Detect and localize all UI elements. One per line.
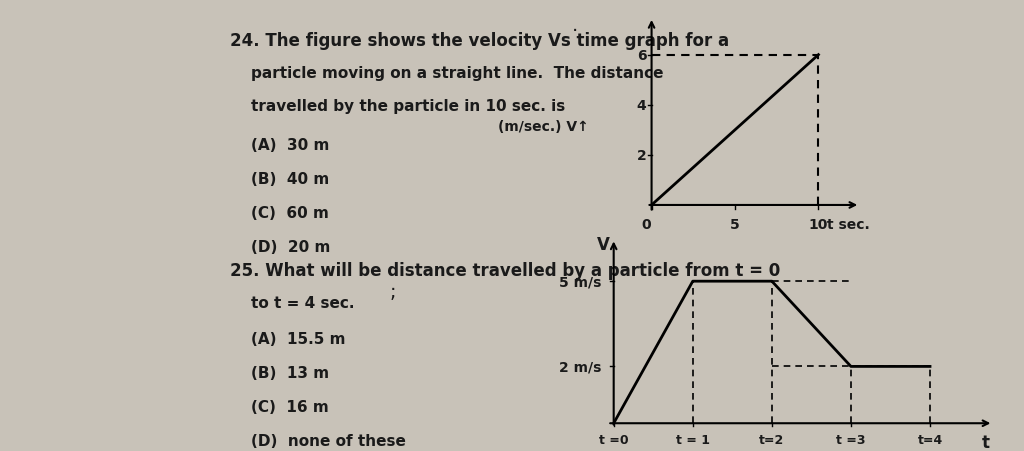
Text: 5: 5 <box>730 218 740 232</box>
Text: t =0: t =0 <box>599 433 629 446</box>
Text: (m/sec.) V↑: (m/sec.) V↑ <box>498 120 589 133</box>
Text: 6: 6 <box>637 49 646 63</box>
Text: 10: 10 <box>809 218 828 232</box>
Text: t sec.: t sec. <box>827 218 869 232</box>
Text: (B)  13 m: (B) 13 m <box>251 365 329 380</box>
Text: (C)  60 m: (C) 60 m <box>251 205 329 220</box>
Text: t =3: t =3 <box>837 433 865 446</box>
Text: 4: 4 <box>637 98 646 112</box>
Text: (C)  16 m: (C) 16 m <box>251 399 329 414</box>
Text: .: . <box>571 16 578 35</box>
Text: particle moving on a straight line.  The distance: particle moving on a straight line. The … <box>251 65 664 80</box>
Text: 24. The figure shows the velocity Vs time graph for a: 24. The figure shows the velocity Vs tim… <box>230 32 729 50</box>
Text: V: V <box>597 236 610 253</box>
Text: t = 1: t = 1 <box>676 433 710 446</box>
Text: (A)  30 m: (A) 30 m <box>251 138 330 152</box>
Text: (A)  15.5 m: (A) 15.5 m <box>251 331 345 346</box>
Text: ;: ; <box>389 282 395 301</box>
Text: (D)  20 m: (D) 20 m <box>251 239 331 254</box>
Text: travelled by the particle in 10 sec. is: travelled by the particle in 10 sec. is <box>251 99 565 114</box>
Text: 2 m/s: 2 m/s <box>559 359 602 373</box>
Text: 0: 0 <box>642 218 651 232</box>
Text: to t = 4 sec.: to t = 4 sec. <box>251 295 354 310</box>
Text: (B)  40 m: (B) 40 m <box>251 171 329 186</box>
Text: 25. What will be distance travelled by a particle from t = 0: 25. What will be distance travelled by a… <box>230 262 780 280</box>
Text: 5 m/s: 5 m/s <box>559 275 602 289</box>
Text: t=2: t=2 <box>759 433 784 446</box>
Text: 2: 2 <box>637 148 646 162</box>
Text: t: t <box>981 433 989 451</box>
Text: (D)  none of these: (D) none of these <box>251 433 406 448</box>
Text: t=4: t=4 <box>918 433 943 446</box>
